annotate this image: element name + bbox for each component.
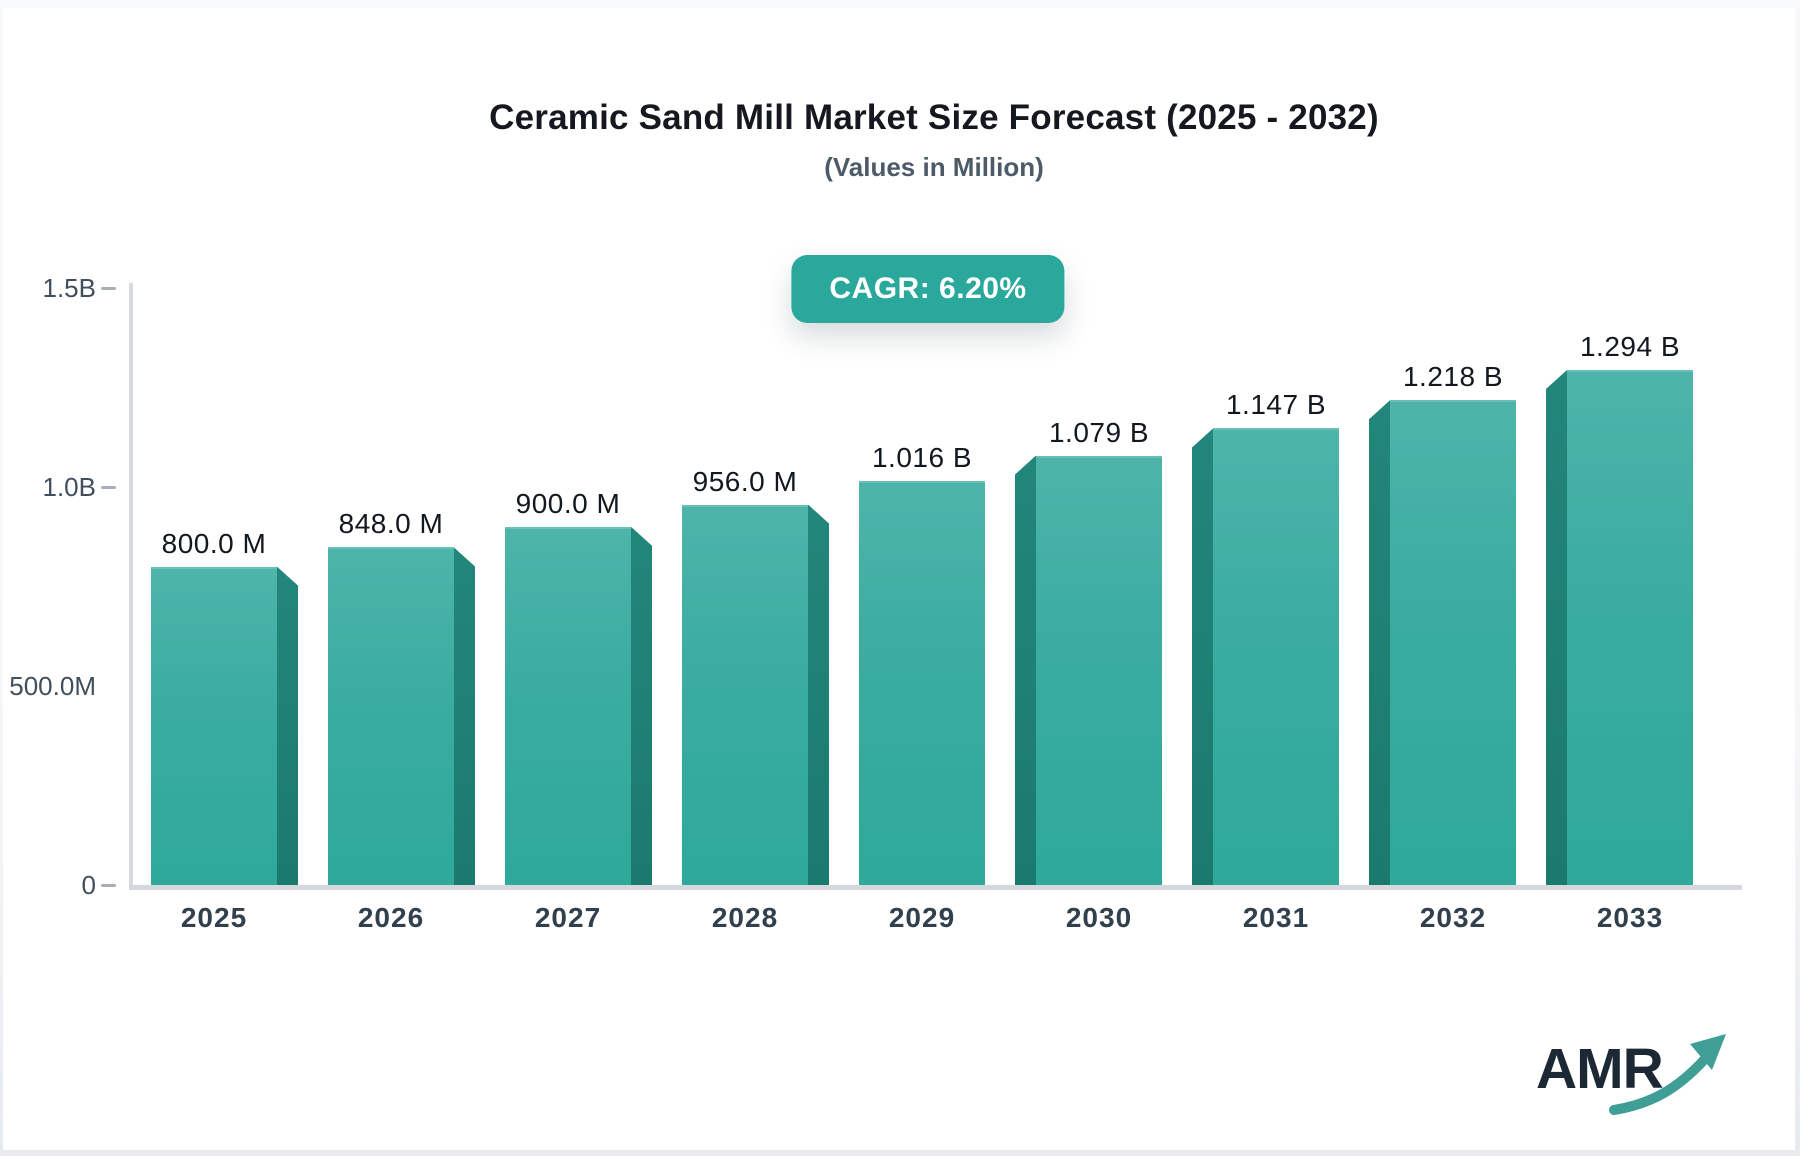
chart-subtitle: (Values in Million) xyxy=(824,152,1044,182)
chart-title: Ceramic Sand Mill Market Size Forecast (… xyxy=(489,98,1379,137)
bar-value-label-2030: 1.079 B xyxy=(1048,416,1150,448)
x-tick-label-2033: 2033 xyxy=(1596,902,1664,933)
bar-value-label-2028: 956.0 M xyxy=(692,465,798,497)
bar-2033 xyxy=(1567,369,1693,885)
bar-2027 xyxy=(505,526,631,885)
bar-value-label-2031: 1.147 B xyxy=(1225,389,1327,421)
bar-2026 xyxy=(328,547,454,885)
bar-side-face-2033 xyxy=(1546,369,1567,885)
x-tick-label-2026: 2026 xyxy=(357,902,425,933)
amr-logo-text: AMR xyxy=(1536,1037,1664,1101)
x-tick-label-2032: 2032 xyxy=(1419,902,1487,933)
bar-side-face-2026 xyxy=(454,547,475,885)
y-tick-label: 1.0B xyxy=(42,472,97,502)
x-tick-label-2029: 2029 xyxy=(888,902,956,933)
y-tick-mark xyxy=(101,884,116,887)
bar-value-label-2025: 800.0 M xyxy=(161,527,267,559)
y-tick-mark xyxy=(101,287,116,290)
bar-2028 xyxy=(682,504,808,885)
bar-side-face-2025 xyxy=(277,566,298,885)
bar-value-label-2026: 848.0 M xyxy=(338,508,444,540)
growth-arrow-icon xyxy=(1609,1034,1726,1115)
bar-2030 xyxy=(1036,455,1162,885)
bar-side-face-2030 xyxy=(1015,455,1036,885)
x-tick-label-2030: 2030 xyxy=(1065,902,1133,933)
x-tick-label-2027: 2027 xyxy=(534,902,602,933)
y-axis-line xyxy=(129,283,133,889)
cagr-badge: CAGR: 6.20% xyxy=(791,255,1065,323)
y-tick-label: 0 xyxy=(81,870,96,900)
y-tick-label: 1.5B xyxy=(42,273,97,303)
x-axis-baseline xyxy=(129,885,1742,890)
bar-side-face-2027 xyxy=(631,526,652,885)
y-tick-label: 500.0M xyxy=(9,671,96,701)
x-tick-label-2025: 2025 xyxy=(180,902,248,933)
x-tick-label-2031: 2031 xyxy=(1242,902,1310,933)
x-tick-label-2028: 2028 xyxy=(711,902,779,933)
bar-2031 xyxy=(1213,428,1339,885)
bar-2032 xyxy=(1390,400,1516,885)
chart-card: Ceramic Sand Mill Market Size Forecast (… xyxy=(3,8,1795,1150)
bar-2025 xyxy=(151,566,277,885)
chart-header: Ceramic Sand Mill Market Size Forecast (… xyxy=(128,98,1740,183)
y-tick-mark xyxy=(101,486,116,489)
bar-value-label-2032: 1.218 B xyxy=(1402,361,1504,393)
bar-side-face-2031 xyxy=(1192,428,1213,885)
bar-side-face-2032 xyxy=(1369,400,1390,885)
bar-value-label-2033: 1.294 B xyxy=(1579,330,1681,362)
bar-value-label-2027: 900.0 M xyxy=(515,487,621,519)
bar-value-label-2029: 1.016 B xyxy=(871,441,973,473)
bar-2029 xyxy=(859,480,985,885)
amr-logo: AMR xyxy=(1536,1034,1756,1136)
bar-side-face-2028 xyxy=(808,504,829,885)
